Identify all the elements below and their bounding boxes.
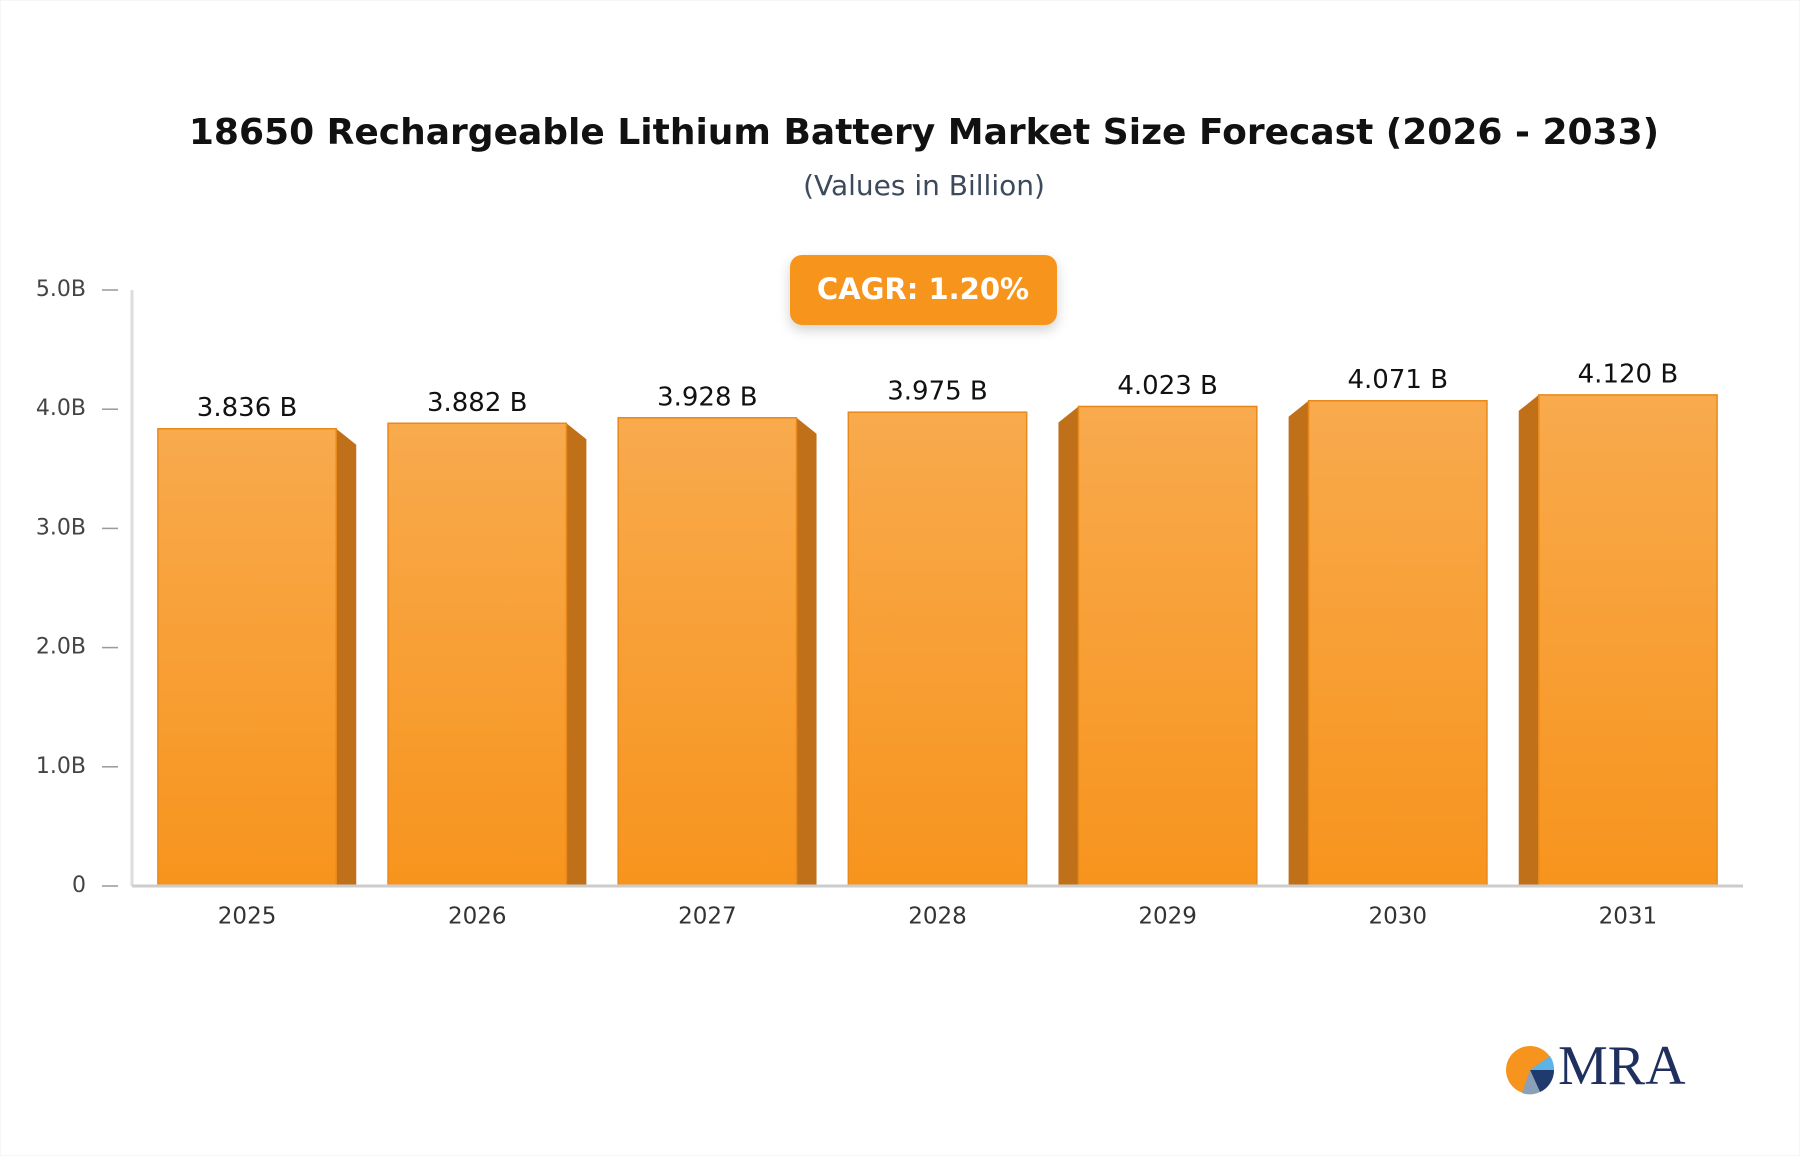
logo-slice — [1530, 1070, 1555, 1092]
logo-slice — [1530, 1056, 1555, 1070]
value-label: 3.882 B — [427, 388, 528, 418]
chart-subtitle: (Values in Billion) — [803, 169, 1045, 202]
bar — [387, 422, 568, 887]
value-label: 4.023 B — [1117, 371, 1218, 401]
value-label: 3.836 B — [197, 393, 298, 423]
bar-side — [566, 423, 587, 886]
y-tick-label: 2.0B — [36, 635, 86, 660]
bar-side — [336, 428, 357, 886]
value-label: 4.120 B — [1578, 359, 1679, 389]
x-tick-label: 2025 — [218, 904, 277, 930]
bar — [1077, 405, 1258, 887]
value-label: 4.071 B — [1348, 365, 1449, 395]
x-tick-label: 2028 — [908, 904, 967, 930]
x-tick-label: 2030 — [1369, 904, 1428, 930]
y-tick-label: 5.0B — [36, 277, 86, 302]
bar-side — [1518, 394, 1539, 886]
value-label: 3.975 B — [887, 377, 988, 407]
cagr-badge — [790, 255, 1057, 325]
logo: MRA — [1506, 1035, 1686, 1097]
bar — [157, 427, 338, 887]
chart-title: 18650 Rechargeable Lithium Battery Marke… — [189, 112, 1659, 153]
x-tick-label: 2027 — [678, 904, 737, 930]
y-tick-label: 4.0B — [36, 396, 86, 421]
y-tick-label: 1.0B — [36, 754, 86, 779]
x-tick-label: 2026 — [448, 904, 507, 930]
x-tick-label: 2029 — [1138, 904, 1197, 930]
bar — [1307, 399, 1488, 887]
bar — [847, 411, 1028, 887]
logo-slice — [1522, 1070, 1540, 1095]
cagr-label: CAGR: 1.20% — [817, 272, 1029, 306]
bar-side — [796, 417, 817, 886]
bar-side — [1058, 406, 1079, 886]
x-tick-label: 2031 — [1599, 904, 1658, 930]
y-tick-label: 3.0B — [36, 515, 86, 540]
bar — [1537, 394, 1718, 887]
bar — [617, 417, 798, 887]
bar-side — [1288, 400, 1309, 886]
value-label: 3.928 B — [657, 382, 758, 412]
logo-text: MRA — [1558, 1035, 1686, 1097]
y-tick-label: 0 — [72, 873, 86, 898]
